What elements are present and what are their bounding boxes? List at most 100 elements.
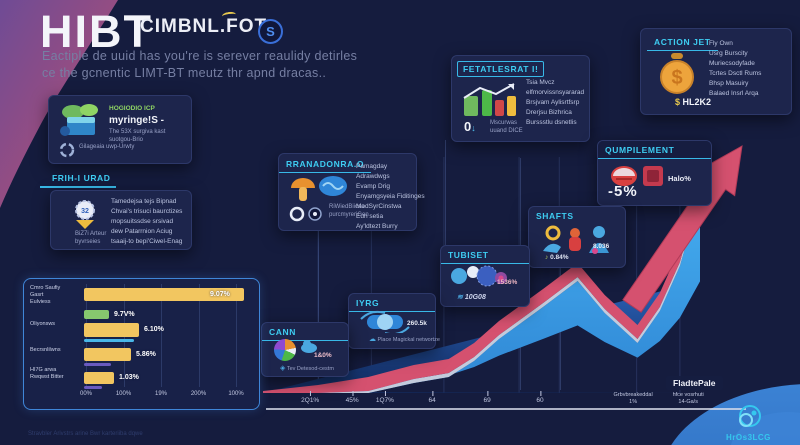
x-axis-tick-label-2line: Grbvbreakeddal 1% [614,392,653,406]
card-header: TUBISET [441,246,529,264]
connector-line [445,140,446,245]
bar [84,323,139,337]
card-frih: 32 Tamedejsa tejs Bipnad Chvai's trisuci … [50,190,192,250]
text-line: dew Patarrnion Aciug [111,228,173,236]
section-header-underline [40,186,116,188]
bar-category-label: Becrsnlilwns [30,347,61,353]
text-line: Enyamgsyeia Fiditinges [356,193,425,201]
text-line: Adrawdwgs [356,173,390,181]
text-line: Brsjvam Aylisrtfsrp [526,99,580,107]
card-header: ACTION JET [647,33,718,51]
connector-line [318,230,319,390]
section-header-frih: FRIH-I URAD [52,173,111,183]
text-line: Tcrtes Dsctl Rums [709,70,762,78]
bar-value-label: 9.07% [210,290,230,298]
card-fetatlesrat: FETATLESRAT I! 0↓ Mscurwas uuand DICE Ts… [451,55,590,142]
card-desc: The 53X surgiva kast suotgou-Brio [109,129,166,143]
bar-value-label: 5.86% [136,350,156,358]
mushroom-brain-icon [291,176,347,201]
card-caption: Mscurwas uuand DICE [490,120,523,134]
cloud-icon: ☁ [369,336,376,343]
text-line: Drerjsu Bizhrica [526,109,572,117]
orbs-cluster-icon [451,265,507,287]
x-axis-tick-label: 69 [483,391,491,404]
card-tubiset: TUBISET 1536% ≋ 10G08 [440,245,530,307]
text-line: Tamedejsa tejs Bipnad [111,198,177,205]
brand-swirl-icon: S [258,19,283,44]
text-line: Burssstlu dsnetlis [526,119,577,127]
rings-icon [289,206,322,222]
dollar-scribble-icon: $ [675,97,681,107]
chart-annotation-label: FladtePale [666,376,723,390]
card-header: IYRG [349,294,435,312]
bar-gridline [198,284,200,387]
area-layer [263,192,700,393]
card-value: 8.036 [593,243,610,250]
x-axis-tick-line: Grbvbreakeddal [613,392,653,398]
svg-text:$: $ [671,67,682,89]
pie-card-icons [611,166,663,186]
card-big-value: -5% [608,183,638,200]
card-caption: BiZ7i Arteur byvrseies [75,231,107,245]
text-line: Tsia Mvcz [526,79,555,86]
bar-category-label: Cmro Saufiy Gasrt Eulviess [30,285,61,305]
card-title: myringe!S - [109,115,165,126]
purple-corner-blob [0,0,118,208]
card-caption: ☁ Place Magickal networtze [369,336,440,343]
text-line: Fly Own [709,40,733,47]
card-text-lines: Tamedejsa tejs Bipnad Chvai's trisuci bau… [111,197,182,247]
bar-x-tick: 100% [115,391,132,397]
card-text-lines: Fly Own Usrg Burscity Muriecsodyfade Tcrtes… [709,39,761,99]
figures-icon [543,225,609,254]
text-line: mopsuitssdse srsivad [111,218,174,226]
card-stat: 0↓ [464,119,476,134]
bar [84,288,244,301]
text-line: Evamp Drig [356,183,390,191]
bar [84,310,109,319]
vr-headset-icon [360,310,410,333]
bar-gridline [161,284,162,387]
card-value: 1536% [497,279,518,286]
card-header: SHAFTS [536,211,574,221]
text-line: Ay'ldtezt Burry [356,223,398,231]
card-value: $ HL2K2 [675,97,712,107]
x-axis-tick-label: 60 [536,391,544,404]
card-action-jet: ACTION JET $ $ HL2K2 Fly Own Usrg Burscit… [640,28,792,115]
bar-x-tick: 19% [154,391,168,397]
money-bag-icon: $ [660,53,694,94]
bar-gridline [236,284,237,387]
brand-logo-text: HrOs3LCG [726,433,771,442]
card-rranadonra: RRANADONRA.O RiWiedBiicsa purcmyreriGen … [278,153,425,231]
text-line: Muriecsodyfade [709,60,755,68]
blue-corner-blob-inner [730,412,800,445]
area-layer [263,178,700,393]
wave-icon: ≋ [457,294,463,301]
badge-number: 32 [81,208,89,215]
card-caption: Gilageaia uwp-Urwty [79,144,135,150]
bar-chart-growth-icon [463,83,516,116]
bar-category-label: Oliyonsws [30,321,56,327]
bar-x-tick: 100% [228,391,244,397]
text-line: Balaed Insrl Arqa [709,90,759,98]
card-header: RRANADONRA.O [279,155,372,173]
card-hogiodio: HOGIODIO ICP myringe!S - The 53X surgiva… [48,95,192,164]
intro-text-line1: Eactiple de uuid has you're is serever r… [42,49,358,63]
brand-rings-icon [739,405,762,427]
card-cann: CANN 1&0% ◈ Tev Detesod-cestm [261,322,349,377]
card-header: QUMPILEMENT [598,141,711,159]
cloud-icon [301,340,317,353]
sub-bar [84,339,134,342]
card-header: FETATLESRAT I! [457,61,545,77]
text-line: elfmorvissnsyararad [526,89,585,97]
text-line: tsaaij-to bepi'Ciwel-Enag [111,238,183,246]
brand-logo: HrOs3LCG [726,404,771,442]
bar [84,348,131,361]
text-line: Eun setia [356,213,384,221]
x-axis-tick-label: 1Q7% [375,391,394,404]
card-side-value: Halo% [668,174,691,183]
card-value: 1&0% [314,352,332,359]
spark-icon: ♪ [545,254,549,261]
down-arrow-icon: ↓ [471,123,476,133]
